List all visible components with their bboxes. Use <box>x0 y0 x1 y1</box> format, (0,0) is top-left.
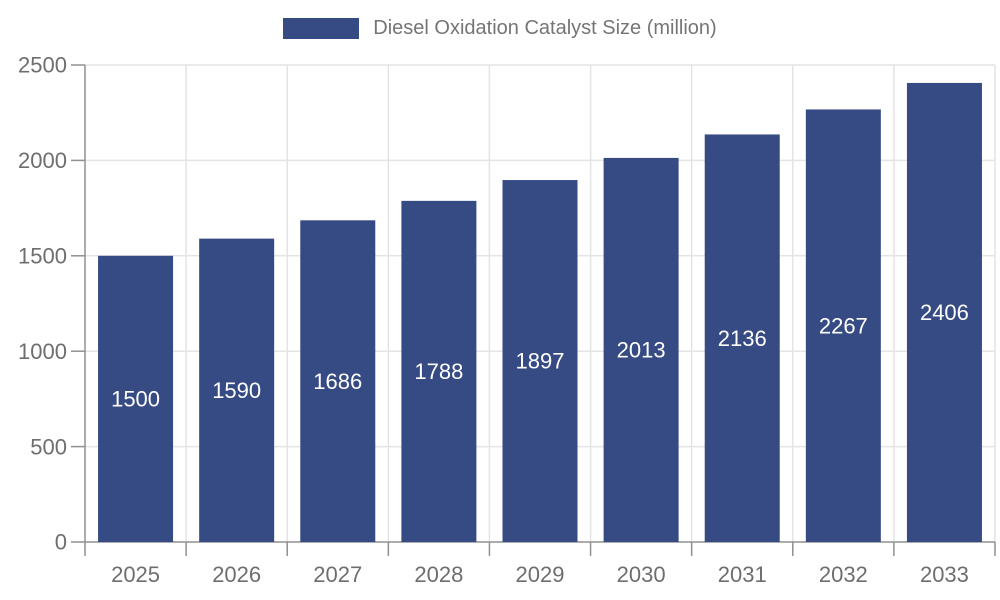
bar-value-label: 1500 <box>111 387 160 412</box>
bar[interactable] <box>603 157 679 542</box>
x-axis-tick-label: 2026 <box>212 562 261 587</box>
y-axis-tick-label: 2000 <box>18 148 67 173</box>
bar-value-label: 2136 <box>718 326 767 351</box>
legend-label: Diesel Oxidation Catalyst Size (million) <box>373 17 717 39</box>
y-axis-tick-label: 0 <box>55 530 67 555</box>
bar-value-label: 2013 <box>617 338 666 363</box>
bar-value-label: 1897 <box>516 349 565 374</box>
x-axis-tick-label: 2025 <box>111 562 160 587</box>
x-axis-tick-label: 2032 <box>819 562 868 587</box>
bar-value-label: 2406 <box>920 300 969 325</box>
y-axis-tick-label: 500 <box>30 434 67 459</box>
x-axis-tick-label: 2033 <box>920 562 969 587</box>
legend-item[interactable]: Diesel Oxidation Catalyst Size (million) <box>283 17 717 40</box>
x-axis-tick-label: 2027 <box>313 562 362 587</box>
y-axis-tick-label: 2500 <box>18 53 67 78</box>
bar[interactable] <box>300 220 376 542</box>
bar[interactable] <box>98 255 174 543</box>
y-axis-tick-label: 1500 <box>18 244 67 269</box>
y-axis-tick-label: 1000 <box>18 339 67 364</box>
bar[interactable] <box>401 200 477 542</box>
bar-value-label: 1788 <box>414 359 463 384</box>
bar-value-label: 2267 <box>819 313 868 338</box>
bar[interactable] <box>704 134 780 542</box>
x-axis-tick-label: 2029 <box>516 562 565 587</box>
bar-value-label: 1590 <box>212 378 261 403</box>
bar[interactable] <box>199 238 275 543</box>
bar[interactable] <box>906 82 982 542</box>
x-axis-tick-label: 2028 <box>414 562 463 587</box>
legend-swatch <box>283 18 360 39</box>
bar[interactable] <box>805 109 881 543</box>
legend: Diesel Oxidation Catalyst Size (million) <box>0 17 1000 40</box>
x-axis-tick-label: 2030 <box>617 562 666 587</box>
x-axis-tick-label: 2031 <box>718 562 767 587</box>
bar[interactable] <box>502 180 578 542</box>
bar-value-label: 1686 <box>313 369 362 394</box>
